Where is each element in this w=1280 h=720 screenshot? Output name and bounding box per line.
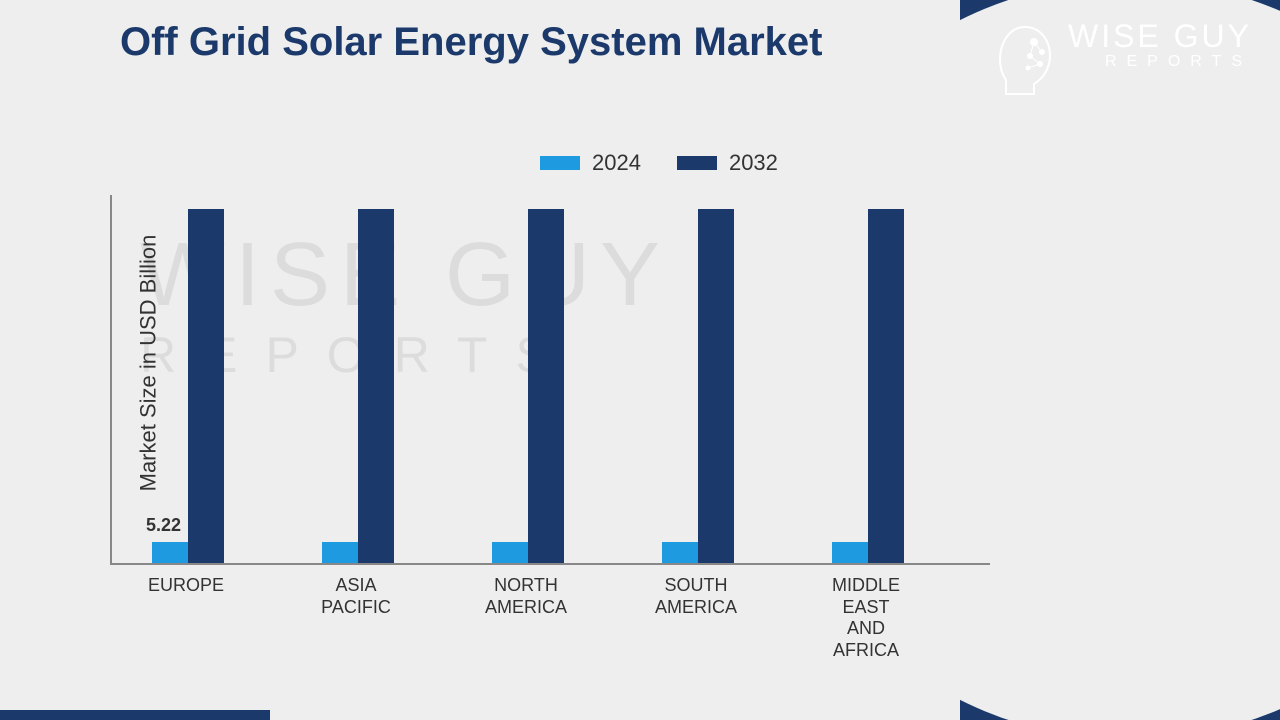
chart-title: Off Grid Solar Energy System Market [120, 20, 822, 65]
bar-2032-4 [868, 209, 904, 563]
bar-2024-0 [152, 542, 188, 563]
plot-area: 5.22 [110, 195, 990, 565]
bar-2032-0 [188, 209, 224, 563]
legend-label-2032: 2032 [729, 150, 778, 176]
bottom-accent-bar [0, 710, 270, 720]
brand-line1: WISE GUY [1068, 18, 1252, 55]
x-label-4: MIDDLEEASTANDAFRICA [791, 575, 941, 661]
bar-2024-2 [492, 542, 528, 563]
brand-logo: WISE GUY REPORTS [1068, 18, 1252, 71]
x-label-0: EUROPE [111, 575, 261, 597]
x-label-3: SOUTHAMERICA [621, 575, 771, 618]
bar-2024-4 [832, 542, 868, 563]
bar-2032-3 [698, 209, 734, 563]
bar-2024-1 [322, 542, 358, 563]
brand-line2: REPORTS [1068, 53, 1252, 71]
legend-swatch-2032 [677, 156, 717, 170]
legend-item-2024: 2024 [540, 150, 641, 176]
bar-2032-1 [358, 209, 394, 563]
x-label-2: NORTHAMERICA [451, 575, 601, 618]
x-label-1: ASIAPACIFIC [281, 575, 431, 618]
bar-2024-3 [662, 542, 698, 563]
legend-item-2032: 2032 [677, 150, 778, 176]
chart-canvas: WISE GUY REPORTS Off Grid Solar Energy S… [0, 0, 1280, 720]
bar-2032-2 [528, 209, 564, 563]
legend-label-2024: 2024 [592, 150, 641, 176]
logo-head-icon [990, 22, 1060, 102]
value-label: 5.22 [146, 515, 181, 536]
legend-swatch-2024 [540, 156, 580, 170]
legend: 2024 2032 [540, 150, 778, 176]
